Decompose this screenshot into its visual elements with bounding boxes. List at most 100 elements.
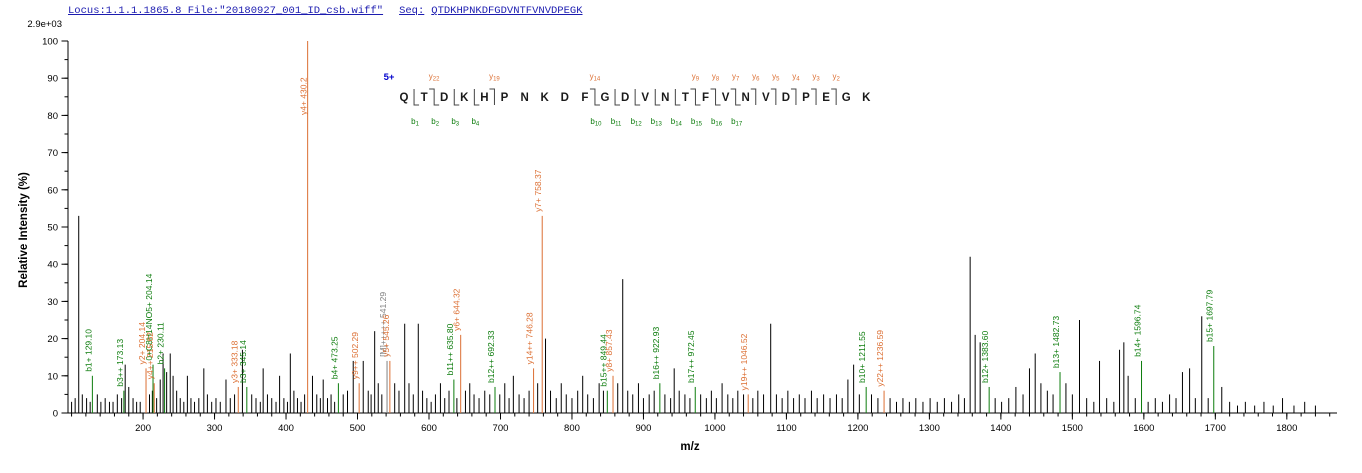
residue-letter: V xyxy=(722,92,730,104)
peak-label: 0+C8H14NO5+ 204.14 xyxy=(144,273,154,360)
y-ion-label: y6 xyxy=(752,72,760,83)
residue-letter: D xyxy=(440,92,448,104)
y-tick-label: 50 xyxy=(47,223,58,234)
fragment-fence xyxy=(489,88,495,105)
x-tick-label: 200 xyxy=(135,423,151,434)
residue-letter: V xyxy=(762,92,770,104)
seq-label: Seq: xyxy=(399,5,425,17)
fragment-fence xyxy=(730,88,741,106)
y-tick-label: 10 xyxy=(47,371,58,382)
peak-label: b12+ 1383.60 xyxy=(980,330,990,383)
peak-label: y22++ 1236.59 xyxy=(875,330,885,387)
peak-label: b17++ 972.45 xyxy=(686,330,696,383)
sequence-text: QTDKHPNKDFGDVNTFVNVDPEGK xyxy=(431,5,583,17)
x-tick-label: 1500 xyxy=(1062,423,1083,434)
fragment-fence xyxy=(811,88,817,105)
y-ion-label: y22 xyxy=(429,72,440,83)
peak-label: b15+ 1697.79 xyxy=(1205,290,1215,343)
fragment-fence xyxy=(453,89,460,106)
y-tick-label: 20 xyxy=(47,334,58,345)
y-tick-label: 90 xyxy=(47,74,58,85)
peak-label: b11++ 635.80 xyxy=(445,323,455,375)
residue-letter: N xyxy=(661,92,669,104)
residue-letter: F xyxy=(702,92,709,104)
fragment-fence xyxy=(429,88,440,106)
peak-label: b10+ 1211.55 xyxy=(857,331,867,383)
x-tick-label: 500 xyxy=(350,423,366,434)
residue-letter: P xyxy=(501,92,509,104)
fragment-fence xyxy=(654,89,661,106)
y-ion-label: y7 xyxy=(732,72,740,83)
peak-label: y5+ 545.26 xyxy=(381,314,391,357)
fragment-fence xyxy=(750,88,757,105)
b-ion-label: b2 xyxy=(431,117,439,128)
x-tick-label: 300 xyxy=(207,423,223,434)
y-ion-label: y19 xyxy=(489,72,500,83)
peak-label: b3++ 173.13 xyxy=(115,339,125,387)
b-ion-label: b16 xyxy=(711,117,723,128)
residue-letter: K xyxy=(460,92,469,104)
x-tick-label: 1300 xyxy=(919,423,940,434)
residue-letter: E xyxy=(822,92,830,104)
fragment-fence xyxy=(770,88,777,105)
fragment-fence xyxy=(473,89,480,106)
peak-label: b15++ 849.44 xyxy=(598,334,608,387)
y-ion-label: y4 xyxy=(792,72,800,83)
residue-letter: D xyxy=(621,92,629,104)
peak-label: y9++ 502.29 xyxy=(350,332,360,380)
x-axis-title: m/z xyxy=(680,441,699,453)
residue-letter: N xyxy=(742,92,750,104)
fragment-fence xyxy=(614,89,621,106)
b-ion-label: b4 xyxy=(471,117,479,128)
x-tick-label: 1600 xyxy=(1133,423,1154,434)
b-ion-label: b14 xyxy=(671,117,683,128)
residue-letter: D xyxy=(561,92,569,104)
b-ion-label: b12 xyxy=(631,117,643,128)
peak-label: y4+ 430.2 xyxy=(299,77,309,115)
x-tick-label: 400 xyxy=(278,423,294,434)
fragment-fence xyxy=(710,88,721,106)
y-ion-label: y9 xyxy=(692,72,700,83)
peak-label: [M]+++++ 541.29 xyxy=(378,292,388,357)
residue-letter: D xyxy=(782,92,790,104)
peak-label: b12++ 692.33 xyxy=(486,330,496,383)
residue-letter: H xyxy=(480,92,488,104)
peak-label: b14+ 1596.74 xyxy=(1133,304,1143,357)
b-ion-label: b11 xyxy=(611,117,622,128)
residue-letter: Q xyxy=(400,92,409,104)
y-tick-label: 0 xyxy=(53,409,58,420)
residue-letter: P xyxy=(802,92,810,104)
b-ion-label: b10 xyxy=(590,117,602,128)
x-tick-label: 1400 xyxy=(990,423,1011,434)
peak-label: b1+ 129.10 xyxy=(83,329,93,372)
residue-letter: F xyxy=(581,92,588,104)
peak-label: b2+ 230.11 xyxy=(156,322,166,364)
peak-label: b13+ 1482.73 xyxy=(1051,316,1061,369)
y-tick-label: 100 xyxy=(42,37,58,48)
residue-letter: T xyxy=(682,92,689,104)
fragment-fence xyxy=(674,89,681,106)
peak-label: b4+ 473.25 xyxy=(329,336,339,379)
locus-file-text: Locus:1.1.1.1865.8 File:"20180927_001_ID… xyxy=(68,5,384,17)
y-ion-label: y8 xyxy=(712,72,720,83)
x-tick-label: 1700 xyxy=(1205,423,1226,434)
fragment-fence xyxy=(790,88,797,105)
y-tick-label: 40 xyxy=(47,260,58,271)
peak-label: b16++ 922.93 xyxy=(651,326,661,379)
x-tick-label: 1100 xyxy=(776,423,796,434)
axes: 200 300 400 500 600 700 800 900 1000 1100 1200 1300… xyxy=(42,37,1337,434)
peak-label: y6+ 644.32 xyxy=(452,288,462,331)
y-tick-label: 30 xyxy=(47,297,58,308)
b-ion-label: b17 xyxy=(731,117,743,128)
precursor-charge-label: 5+ xyxy=(384,72,395,83)
b-ion-label: b13 xyxy=(651,117,663,128)
y-ion-label: y3 xyxy=(812,72,820,83)
x-tick-label: 1800 xyxy=(1276,423,1297,434)
spectrum-header: Locus:1.1.1.1865.8 File:"20180927_001_ID… xyxy=(68,5,583,17)
residue-letter: G xyxy=(601,92,610,104)
x-tick-label: 700 xyxy=(493,423,509,434)
residue-letter: G xyxy=(842,92,851,104)
y-axis-max-count-label: 2.9e+03 xyxy=(27,19,62,30)
